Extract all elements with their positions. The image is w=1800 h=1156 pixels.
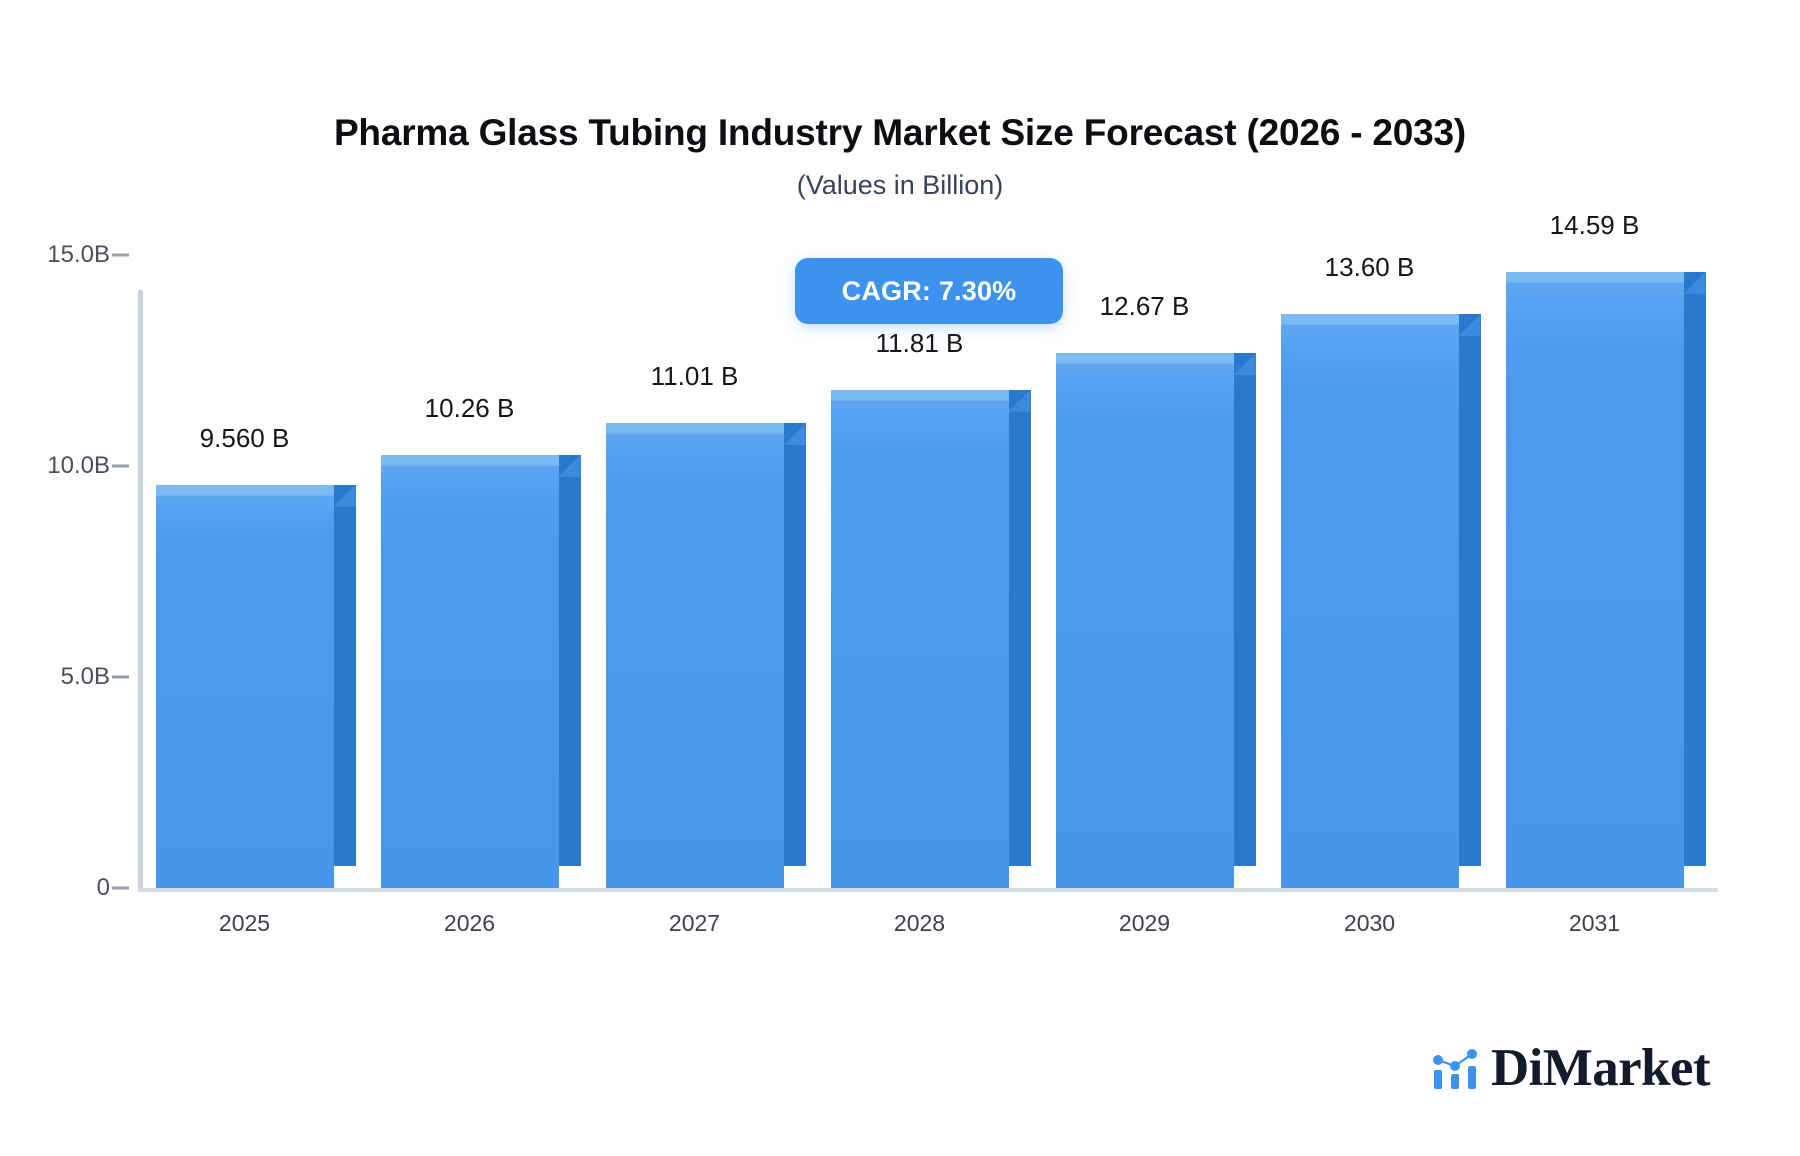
y-axis-tick-mark <box>112 253 129 257</box>
bar-front-face <box>1055 353 1234 888</box>
page-title: Pharma Glass Tubing Industry Market Size… <box>333 112 1467 153</box>
bar-column[interactable] <box>380 433 581 888</box>
bar-value-label: 9.560 B <box>199 422 290 453</box>
bar-value-label: 10.26 B <box>424 393 515 424</box>
x-axis-tick-label: 2028 <box>893 910 946 936</box>
cagr-badge: CAGR: 7.30% <box>795 258 1063 324</box>
chart-subtitle: (Values in Billion) <box>796 170 1004 200</box>
bar-highlight <box>1280 314 1459 326</box>
bar-value-label: 12.67 B <box>1099 291 1190 322</box>
bar-value-label: 14.59 B <box>1549 210 1640 241</box>
bar-front-face <box>380 455 559 888</box>
y-axis-tick-label: 15.0B <box>47 241 110 268</box>
y-axis-tick-mark <box>112 675 129 679</box>
bar-highlight <box>1055 353 1234 365</box>
bar-highlight <box>1505 272 1684 284</box>
y-axis-line <box>138 290 143 891</box>
bar-front-face <box>155 484 334 888</box>
bar-side-face <box>333 484 356 866</box>
bar-highlight <box>380 455 559 467</box>
bar-front-face <box>605 423 784 888</box>
bar-highlight <box>605 423 784 435</box>
bar-side-face <box>1683 272 1706 866</box>
bar-side-face <box>783 423 806 866</box>
x-axis-tick-label: 2026 <box>443 910 496 936</box>
bar-side-face <box>558 455 581 866</box>
bar-column[interactable] <box>1505 250 1706 888</box>
bar-side-face <box>1458 314 1481 866</box>
y-axis-tick-mark <box>112 464 129 468</box>
bar-value-label: 11.01 B <box>650 361 739 392</box>
bar-chart-icon <box>1433 1049 1477 1089</box>
bar-side-face <box>1233 353 1256 866</box>
bar-column[interactable] <box>155 463 356 888</box>
bar-front-face <box>830 389 1009 888</box>
bar-front-face <box>1280 314 1459 888</box>
bar-column[interactable] <box>830 368 1031 888</box>
x-axis-tick-label: 2031 <box>1568 910 1621 936</box>
y-axis-tick-label: 10.0B <box>47 452 110 479</box>
bar-value-label: 11.81 B <box>875 327 964 358</box>
bar-column[interactable] <box>1055 331 1256 888</box>
logo-wordmark: DiMarket <box>1491 1038 1711 1097</box>
x-axis-line <box>138 888 1718 892</box>
x-axis-tick-label: 2025 <box>218 910 271 936</box>
y-axis-tick-mark <box>112 886 129 890</box>
bar-front-face <box>1505 272 1684 888</box>
bar-column[interactable] <box>1280 292 1481 888</box>
x-axis-tick-label: 2030 <box>1343 910 1396 936</box>
x-axis-tick-label: 2027 <box>668 910 721 936</box>
brand-logo: DiMarket <box>1432 1038 1711 1097</box>
x-axis-tick-label: 2029 <box>1118 910 1171 936</box>
bar-value-label: 13.60 B <box>1324 252 1415 283</box>
bar-highlight <box>830 389 1009 401</box>
bar-side-face <box>1008 389 1031 866</box>
y-axis-tick-label: 5.0B <box>60 663 110 690</box>
bar-column[interactable] <box>605 401 806 888</box>
y-axis-tick-label: 0 <box>96 874 110 901</box>
bar-highlight <box>155 484 334 496</box>
